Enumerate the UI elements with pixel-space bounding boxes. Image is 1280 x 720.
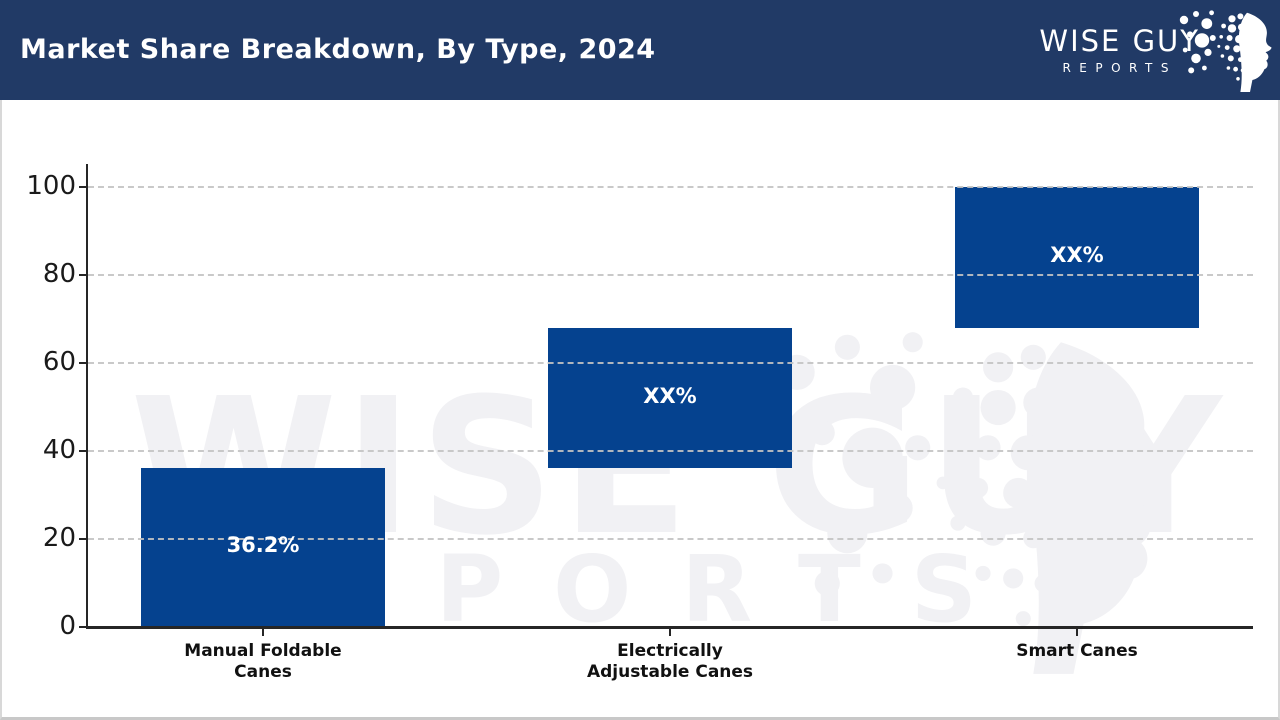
y-axis-spine	[86, 164, 88, 629]
y-tick-label-100: 100	[26, 171, 76, 201]
x-tick-mark-electrically-adjustable-canes	[669, 628, 671, 636]
gridline-80	[88, 274, 1253, 276]
watermark-head-icon	[772, 322, 1174, 674]
x-category-label-manual-foldable-canes: Manual Foldable Canes	[184, 641, 342, 682]
y-tick-label-60: 60	[42, 347, 76, 377]
y-tick-label-20: 20	[42, 523, 76, 553]
x-axis-spine	[86, 626, 1253, 629]
wise-guy-reports-logo: WISE GUY REPORTS	[998, 6, 1272, 94]
gridline-100	[88, 186, 1253, 188]
y-tick-label-40: 40	[42, 435, 76, 465]
logo-wordmark-line1: WISE GUY	[1039, 24, 1200, 58]
y-tick-label-80: 80	[42, 259, 76, 289]
x-tick-mark-smart-canes	[1076, 628, 1078, 636]
y-tick-mark-0	[79, 626, 88, 628]
y-tick-mark-100	[79, 186, 88, 188]
gridline-40	[88, 450, 1253, 452]
bar-manual-foldable-canes	[141, 467, 385, 627]
y-tick-mark-80	[79, 274, 88, 276]
logo-wordmark: WISE GUY REPORTS	[1039, 24, 1200, 75]
bar-smart-canes	[955, 187, 1199, 328]
header-bar: Market Share Breakdown, By Type, 2024 WI…	[0, 0, 1280, 100]
bar-value-label-smart-canes: XX%	[1050, 243, 1104, 268]
y-tick-label-0: 0	[59, 611, 76, 641]
y-tick-mark-20	[79, 538, 88, 540]
logo-wordmark-line2: REPORTS	[1062, 61, 1177, 75]
gridline-60	[88, 362, 1253, 364]
bar-value-label-manual-foldable-canes: 36.2%	[226, 533, 300, 558]
gridline-20	[88, 538, 1253, 540]
y-tick-mark-40	[79, 450, 88, 452]
y-tick-mark-60	[79, 362, 88, 364]
bar-value-label-electrically-adjustable-canes: XX%	[643, 383, 697, 408]
x-category-label-electrically-adjustable-canes: Electrically Adjustable Canes	[586, 641, 754, 682]
page-title: Market Share Breakdown, By Type, 2024	[20, 34, 656, 65]
bar-electrically-adjustable-canes	[548, 327, 792, 468]
logo-head-icon	[1178, 8, 1274, 92]
x-category-label-smart-canes: Smart Canes	[1016, 641, 1138, 661]
x-tick-mark-manual-foldable-canes	[262, 628, 264, 636]
